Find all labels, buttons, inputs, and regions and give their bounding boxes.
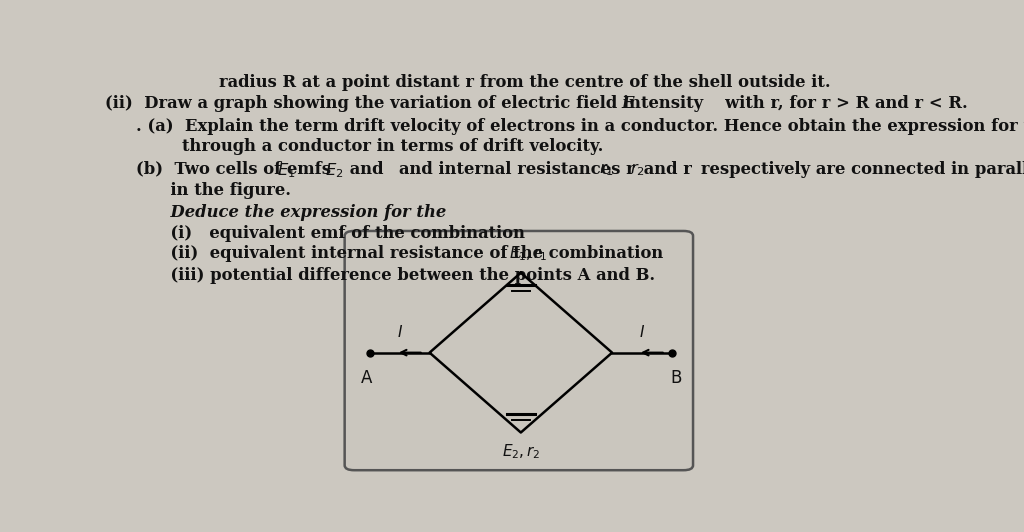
Text: $E_1, r_1$: $E_1, r_1$ xyxy=(509,244,548,262)
Text: $E_2$: $E_2$ xyxy=(325,161,343,180)
Text: $I$: $I$ xyxy=(396,325,402,340)
Text: (ii)  Draw a graph showing the variation of electric field intensity      with r: (ii) Draw a graph showing the variation … xyxy=(82,95,968,112)
Text: A: A xyxy=(360,369,372,387)
Text: $r_2$: $r_2$ xyxy=(630,161,644,178)
Text: (i)   equivalent emf of the combination: (i) equivalent emf of the combination xyxy=(136,225,525,242)
Text: . (a)  Explain the term drift velocity of electrons in a conductor. Hence obtain: . (a) Explain the term drift velocity of… xyxy=(136,118,1024,135)
Text: $E_2, r_2$: $E_2, r_2$ xyxy=(502,443,540,461)
Text: (b)  Two cells of emfs     and    and internal resistances r  and r  respectivel: (b) Two cells of emfs and and internal r… xyxy=(136,161,1024,178)
Text: (ii)  equivalent internal resistance of the combination: (ii) equivalent internal resistance of t… xyxy=(136,245,664,262)
FancyBboxPatch shape xyxy=(345,231,693,470)
Text: Deduce the expression for the: Deduce the expression for the xyxy=(136,204,446,221)
Text: E: E xyxy=(622,95,634,112)
Text: B: B xyxy=(670,369,681,387)
Text: $E_1$: $E_1$ xyxy=(278,161,296,180)
Text: radius R at a point distant r from the centre of the shell outside it.: radius R at a point distant r from the c… xyxy=(219,74,830,91)
Text: $r_1$: $r_1$ xyxy=(599,161,613,178)
Text: $I$: $I$ xyxy=(639,325,645,340)
Text: in the figure.: in the figure. xyxy=(136,182,291,199)
Text: through a conductor in terms of drift velocity.: through a conductor in terms of drift ve… xyxy=(136,138,603,155)
Text: (iii) potential difference between the points A and B.: (iii) potential difference between the p… xyxy=(136,267,655,284)
